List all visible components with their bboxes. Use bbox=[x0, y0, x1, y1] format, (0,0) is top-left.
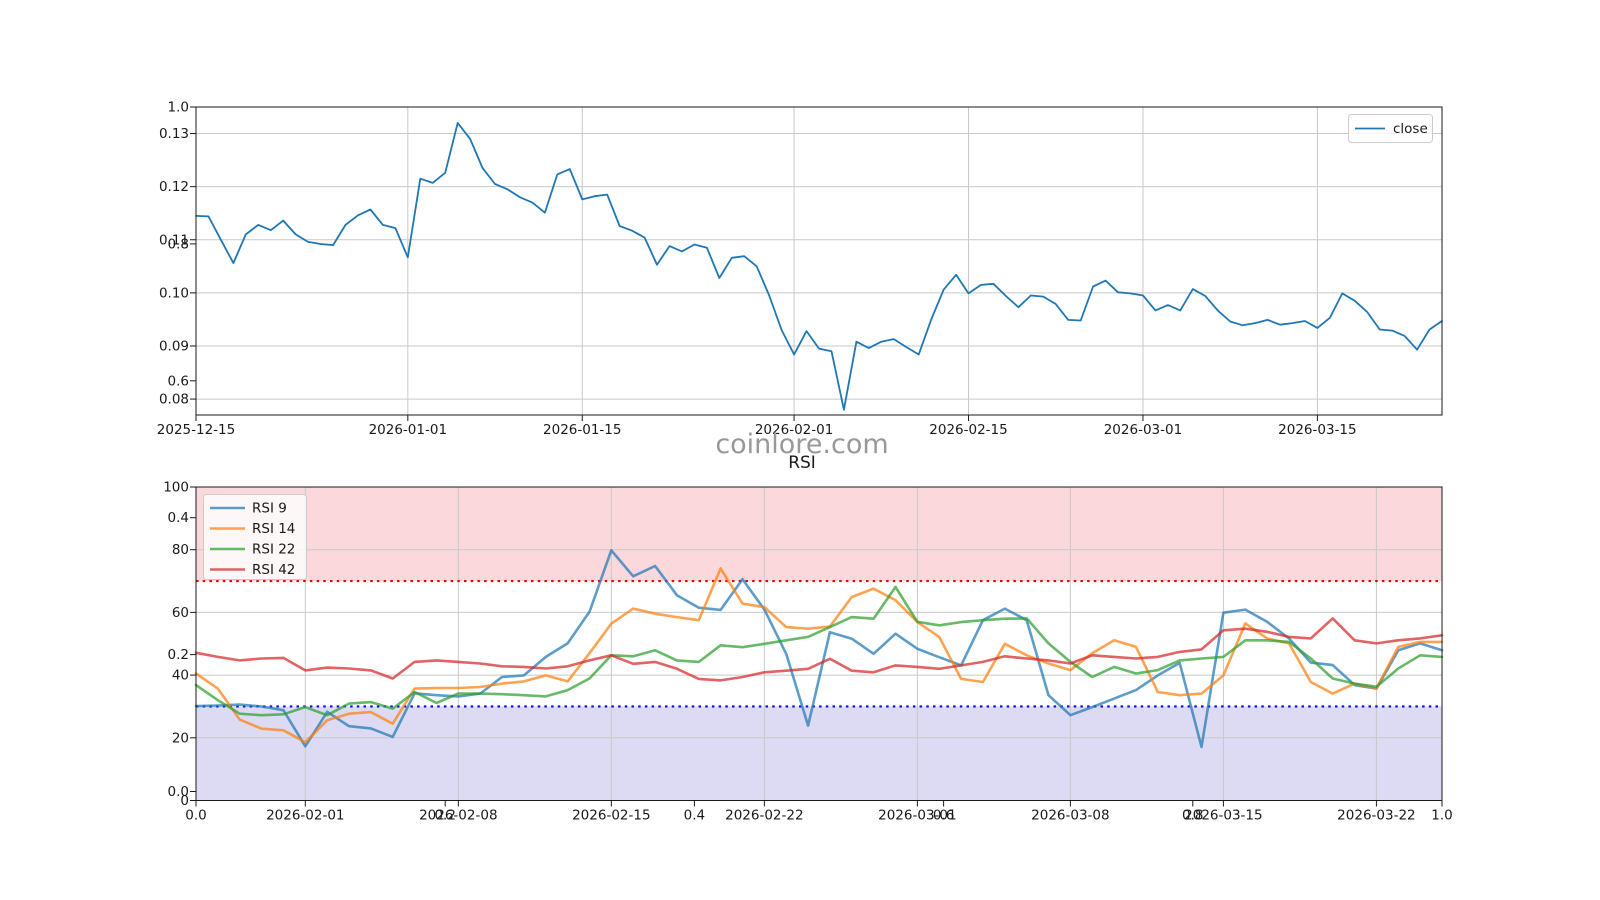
watermark: coinlore.com bbox=[715, 429, 888, 460]
rsi-chart-panel: 100 80 60 40 20 0 2026-02-01 2026-02-08 2026-02-… bbox=[163, 480, 1444, 824]
legend-label: RSI 22 bbox=[252, 542, 295, 558]
legend-label: RSI 14 bbox=[252, 521, 295, 537]
rsi-x-tick-label: 2026-02-01 bbox=[266, 808, 344, 824]
legend-label: RSI 9 bbox=[252, 501, 287, 517]
rsi-42-line bbox=[194, 617, 1444, 682]
price-y-tick-label: 0.13 bbox=[159, 126, 189, 142]
rsi-x-tick-label: 2026-02-22 bbox=[725, 808, 803, 824]
rsi-axes-border bbox=[195, 486, 1443, 801]
rsi-y-tick-label: 80 bbox=[172, 542, 189, 558]
price-y-tick-label: 0.09 bbox=[159, 338, 189, 354]
rsi-y-tick-label: 100 bbox=[163, 480, 189, 496]
price-x-tick-label: 2026-01-01 bbox=[369, 422, 447, 438]
price-y-tick-label: 0.08 bbox=[159, 392, 189, 408]
rsi-x-tick-label: 2026-03-08 bbox=[1031, 808, 1109, 824]
rsi-x-tick-label: 2026-02-15 bbox=[572, 808, 650, 824]
rsi-x-tick-label: 2026-03-01 bbox=[878, 808, 956, 824]
rsi-y-tick-label: 20 bbox=[172, 730, 189, 746]
price-x-tick-label: 2026-02-15 bbox=[929, 422, 1007, 438]
price-x-tick-label: 2026-03-15 bbox=[1278, 422, 1356, 438]
overlay-y-tick-label: 0.8 bbox=[168, 236, 189, 252]
overlay-x-tick-label: 0.8 bbox=[1182, 808, 1203, 824]
overlay-axis-ticks: 1.0 0.8 0.6 0.4 0.2 0.0 0.0 0.2 0.4 0.6 0.8 1.0 bbox=[168, 100, 1453, 824]
price-x-tick-label: 2025-12-15 bbox=[157, 422, 235, 438]
rsi-subplot-title: RSI bbox=[788, 453, 816, 473]
legend-label: RSI 42 bbox=[252, 562, 295, 578]
close-line bbox=[195, 122, 1443, 411]
legend-box bbox=[1348, 114, 1433, 143]
legend-box bbox=[203, 494, 307, 580]
rsi-x-tick-label: 2026-02-08 bbox=[419, 808, 497, 824]
price-chart-panel: 0.13 0.12 0.11 0.10 0.09 0.08 2025-12-15 2026-0… bbox=[157, 106, 1443, 438]
rsi-y-tick-label: 40 bbox=[172, 668, 189, 684]
legend-close-label: close bbox=[1393, 121, 1428, 137]
rsi-legend: RSI 9 RSI 14 RSI 22 RSI 42 bbox=[203, 494, 307, 580]
price-x-tick-label: 2026-01-15 bbox=[543, 422, 621, 438]
overlay-x-tick-label: 1.0 bbox=[1431, 808, 1452, 824]
overlay-y-tick-label: 1.0 bbox=[168, 100, 189, 116]
price-x-tick-label: 2026-02-01 bbox=[755, 422, 833, 438]
overlay-x-tick-label: 0.0 bbox=[185, 808, 206, 824]
overlay-y-tick-label: 0.4 bbox=[168, 510, 189, 526]
overlay-x-tick-label: 0.2 bbox=[434, 808, 455, 824]
price-x-tick-label: 2026-03-01 bbox=[1104, 422, 1182, 438]
price-y-tick-label: 0.12 bbox=[159, 179, 189, 195]
price-y-tick-label: 0.11 bbox=[159, 232, 189, 248]
oversold-band bbox=[196, 706, 1442, 801]
price-y-tick-label: 0.10 bbox=[159, 285, 189, 301]
overlay-x-tick-label: 0.6 bbox=[933, 808, 954, 824]
rsi-22-line bbox=[194, 585, 1444, 717]
overlay-x-tick-label: 0.4 bbox=[684, 808, 705, 824]
rsi-x-tick-label: 2026-03-22 bbox=[1337, 808, 1415, 824]
rsi-y-tick-label: 60 bbox=[172, 605, 189, 621]
rsi-x-tick-label: 2026-03-15 bbox=[1184, 808, 1262, 824]
rsi-9-line bbox=[194, 548, 1444, 749]
overlay-y-tick-label: 0.2 bbox=[168, 647, 189, 663]
overlay-y-tick-label: 0.0 bbox=[168, 784, 189, 800]
rsi-y-tick-label: 0 bbox=[180, 793, 189, 809]
overlay-y-tick-label: 0.6 bbox=[168, 373, 189, 389]
price-axes-border bbox=[195, 106, 1443, 416]
price-legend: close bbox=[1348, 114, 1433, 143]
overbought-band bbox=[196, 487, 1442, 582]
